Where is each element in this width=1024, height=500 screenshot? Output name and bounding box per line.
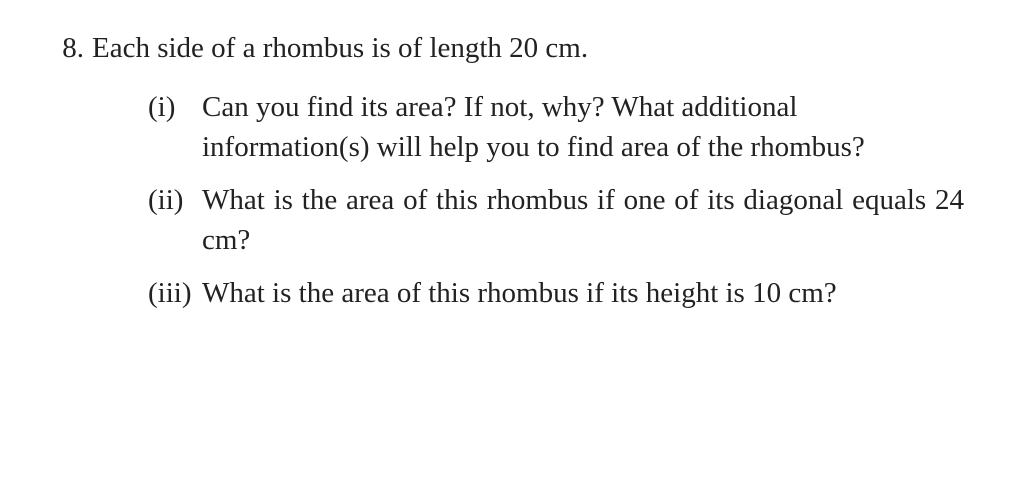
- subpart-i: (i) Can you find its area? If not, why? …: [148, 87, 964, 168]
- subpart-label: (iii): [148, 273, 202, 314]
- subpart-text: What is the area of this rhombus if one …: [202, 180, 964, 261]
- question-block: 8. Each side of a rhombus is of length 2…: [36, 28, 964, 326]
- subpart-text: Can you find its area? If not, why? What…: [202, 87, 964, 168]
- subparts-container: (i) Can you find its area? If not, why? …: [92, 87, 964, 314]
- subpart-iii: (iii) What is the area of this rhombus i…: [148, 273, 964, 314]
- subpart-text: What is the area of this rhombus if its …: [202, 273, 964, 314]
- subpart-label: (i): [148, 87, 202, 128]
- question-stem: Each side of a rhombus is of length 20 c…: [92, 28, 964, 69]
- question-body: Each side of a rhombus is of length 20 c…: [92, 28, 964, 326]
- subpart-label: (ii): [148, 180, 202, 221]
- subpart-ii: (ii) What is the area of this rhombus if…: [148, 180, 964, 261]
- question-number: 8.: [36, 28, 92, 69]
- page-container: 8. Each side of a rhombus is of length 2…: [0, 0, 1024, 346]
